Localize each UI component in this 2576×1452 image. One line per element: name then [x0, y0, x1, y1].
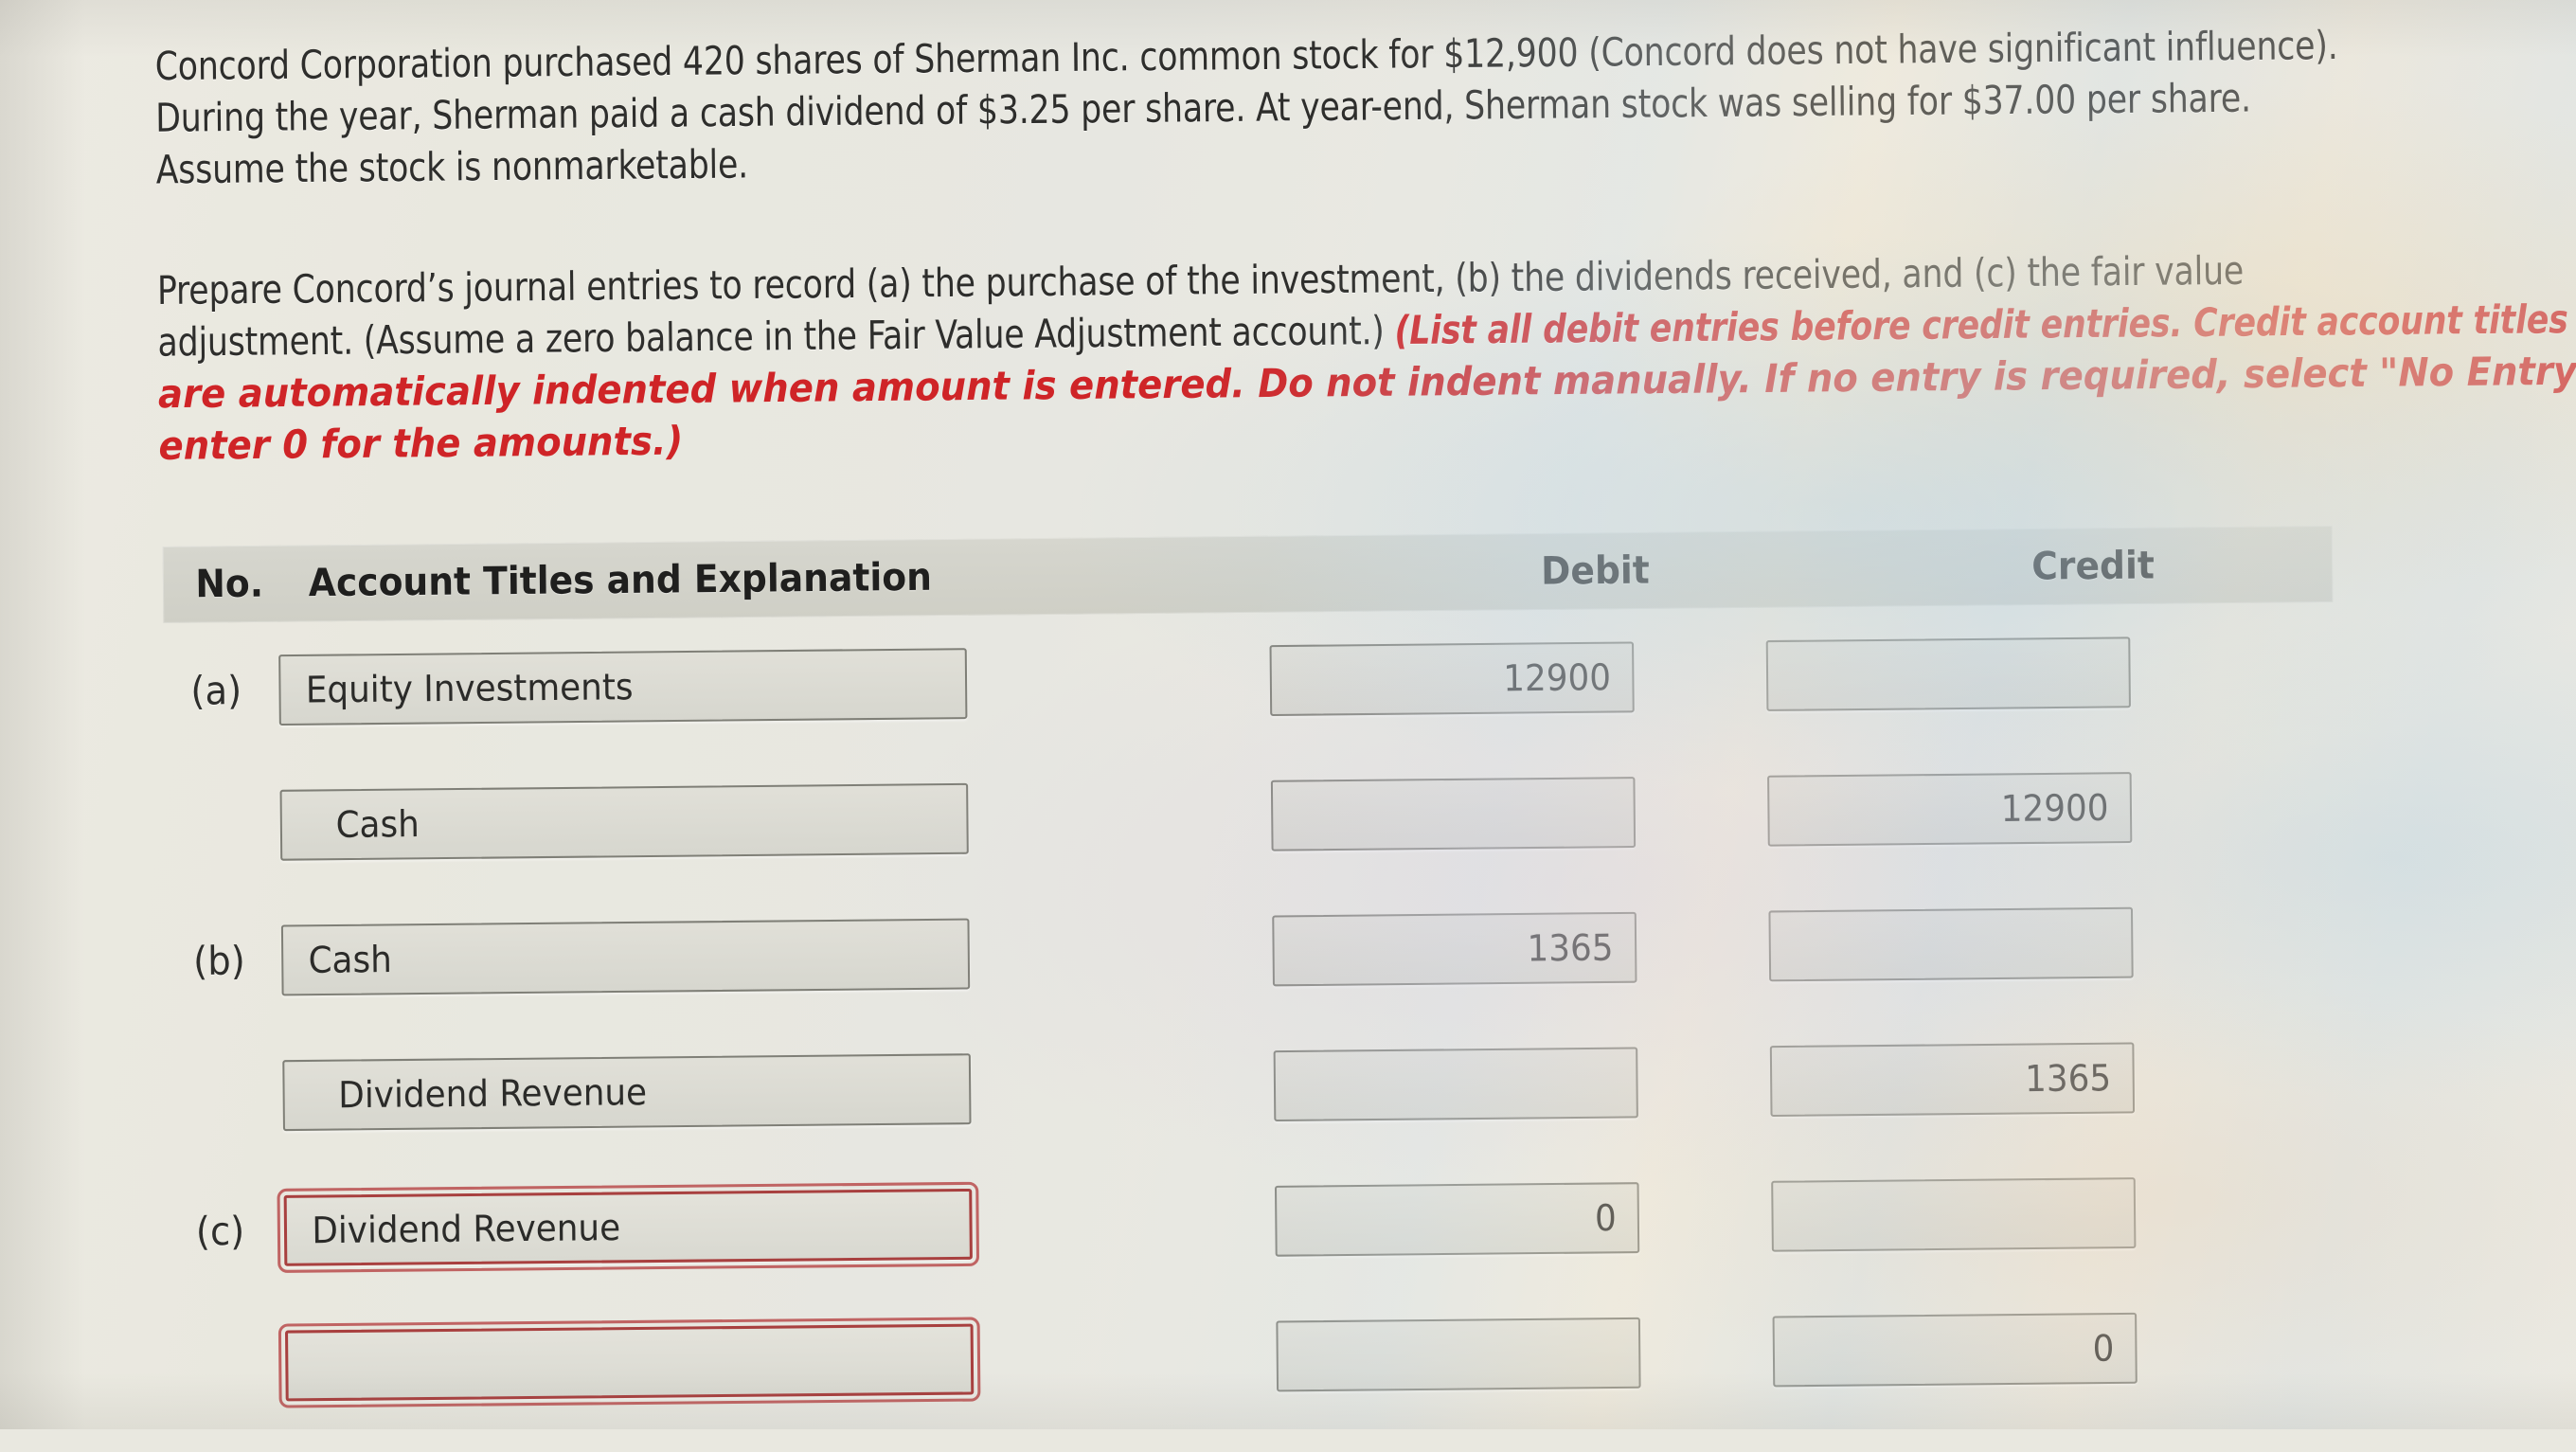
table-row: (a) Equity Investments 12900: [163, 602, 2334, 759]
credit-amount-value: 12900: [2000, 785, 2109, 830]
column-header-credit: Credit: [2031, 543, 2156, 589]
account-title-input[interactable]: Equity Investments: [278, 647, 968, 726]
problem-line-3: Assume the stock is nonmarketable.: [155, 140, 749, 193]
row-label: (a): [190, 667, 242, 714]
debit-amount-input[interactable]: [1276, 1317, 1641, 1391]
account-title-input[interactable]: [277, 1316, 981, 1408]
credit-amount-value: 0: [2092, 1326, 2115, 1370]
debit-amount-value: 1365: [1527, 925, 1615, 970]
credit-amount-input[interactable]: 0: [1772, 1312, 2138, 1387]
debit-amount-value: 12900: [1503, 655, 1612, 699]
account-title-value: Dividend Revenue: [312, 1206, 621, 1251]
account-title-input[interactable]: Cash: [280, 918, 971, 995]
credit-amount-input[interactable]: 12900: [1767, 771, 2133, 847]
table-row: Cash 12900: [165, 738, 2335, 894]
instruction-line-2-red: (List all debit entries before credit en…: [1394, 296, 2568, 354]
account-title-value: Dividend Revenue: [338, 1070, 648, 1116]
row-label: (b): [192, 937, 245, 984]
column-header-account: Account Titles and Explanation: [308, 555, 933, 606]
instruction-line-2-black: adjustment. (Assume a zero balance in th…: [157, 307, 1395, 366]
debit-amount-value: 0: [1594, 1196, 1617, 1239]
column-header-debit: Debit: [1540, 548, 1651, 594]
credit-amount-input[interactable]: [1771, 1176, 2137, 1252]
account-title-input[interactable]: Cash: [279, 782, 969, 861]
debit-amount-input[interactable]: [1273, 1046, 1638, 1121]
debit-amount-input[interactable]: 12900: [1269, 640, 1635, 716]
debit-amount-input[interactable]: 1365: [1272, 911, 1637, 986]
table-row: Dividend Revenue 1365: [167, 1008, 2337, 1164]
table-row: (c) Dividend Revenue 0: [169, 1143, 2339, 1300]
debit-amount-input[interactable]: [1270, 776, 1637, 851]
account-title-value: Equity Investments: [305, 665, 634, 711]
column-header-no: No.: [195, 562, 264, 607]
credit-amount-input[interactable]: [1765, 636, 2131, 711]
table-row: (b) Cash 1365: [166, 872, 2336, 1029]
account-title-input[interactable]: Dividend Revenue: [277, 1180, 980, 1274]
credit-amount-value: 1365: [2025, 1056, 2112, 1100]
journal-entry-table: No. Account Titles and Explanation Debit…: [162, 525, 2341, 1434]
debit-amount-input[interactable]: 0: [1274, 1181, 1640, 1257]
row-label: (c): [195, 1207, 245, 1255]
account-title-value: Cash: [335, 802, 420, 846]
account-title-input[interactable]: Dividend Revenue: [282, 1052, 972, 1131]
credit-amount-input[interactable]: [1768, 906, 2134, 981]
instruction-line-4-red: enter 0 for the amounts.): [158, 418, 684, 470]
account-title-value: Cash: [308, 938, 392, 981]
credit-amount-input[interactable]: 1365: [1769, 1041, 2136, 1117]
table-row: 0: [170, 1278, 2340, 1434]
